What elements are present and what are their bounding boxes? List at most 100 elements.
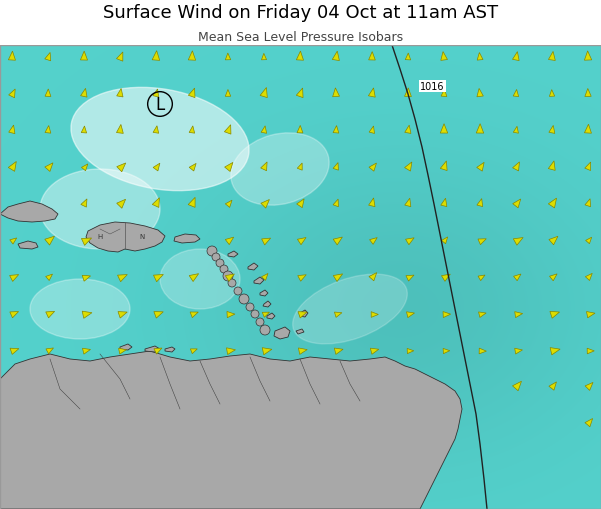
Polygon shape xyxy=(441,125,448,134)
Text: N: N xyxy=(139,234,145,240)
Polygon shape xyxy=(549,237,558,245)
Polygon shape xyxy=(297,164,302,171)
Polygon shape xyxy=(548,161,555,171)
Polygon shape xyxy=(153,90,159,98)
Ellipse shape xyxy=(160,249,240,309)
Polygon shape xyxy=(224,126,231,135)
Polygon shape xyxy=(478,313,486,318)
Polygon shape xyxy=(443,312,451,318)
Polygon shape xyxy=(549,126,555,134)
Polygon shape xyxy=(369,164,376,172)
Polygon shape xyxy=(368,199,375,207)
Polygon shape xyxy=(334,274,343,282)
Polygon shape xyxy=(153,275,163,282)
Polygon shape xyxy=(153,127,159,134)
Polygon shape xyxy=(267,314,275,319)
Polygon shape xyxy=(45,126,51,134)
Polygon shape xyxy=(369,127,374,134)
Polygon shape xyxy=(441,52,448,61)
Polygon shape xyxy=(297,275,307,281)
Polygon shape xyxy=(145,346,160,352)
Polygon shape xyxy=(45,163,53,172)
Polygon shape xyxy=(117,89,123,98)
Polygon shape xyxy=(406,275,414,281)
Polygon shape xyxy=(332,89,340,98)
Polygon shape xyxy=(82,239,91,246)
Circle shape xyxy=(223,271,233,281)
Polygon shape xyxy=(549,91,555,97)
Polygon shape xyxy=(370,238,377,245)
Polygon shape xyxy=(334,348,343,355)
Polygon shape xyxy=(585,383,593,390)
Polygon shape xyxy=(514,349,522,354)
Polygon shape xyxy=(227,348,236,355)
Circle shape xyxy=(256,318,264,326)
Polygon shape xyxy=(584,52,592,61)
Polygon shape xyxy=(82,312,92,319)
Polygon shape xyxy=(479,349,486,354)
Circle shape xyxy=(207,246,217,257)
Polygon shape xyxy=(333,200,338,207)
Polygon shape xyxy=(513,381,522,391)
Polygon shape xyxy=(82,276,91,281)
Polygon shape xyxy=(477,163,484,172)
Circle shape xyxy=(216,260,224,267)
Text: Mean Sea Level Pressure Isobars: Mean Sea Level Pressure Isobars xyxy=(198,31,403,44)
Polygon shape xyxy=(296,329,304,334)
Polygon shape xyxy=(118,275,127,282)
Ellipse shape xyxy=(71,88,249,191)
Polygon shape xyxy=(225,163,233,172)
Polygon shape xyxy=(514,274,521,281)
Polygon shape xyxy=(442,274,450,282)
Polygon shape xyxy=(46,348,53,354)
Polygon shape xyxy=(478,275,485,281)
Polygon shape xyxy=(254,277,264,285)
Polygon shape xyxy=(404,89,412,97)
Polygon shape xyxy=(333,126,339,134)
Polygon shape xyxy=(10,349,19,355)
Polygon shape xyxy=(296,52,304,61)
Polygon shape xyxy=(82,164,88,172)
Polygon shape xyxy=(476,125,484,134)
Polygon shape xyxy=(0,351,462,509)
Polygon shape xyxy=(225,201,232,208)
Polygon shape xyxy=(10,275,19,282)
Polygon shape xyxy=(513,200,520,209)
Polygon shape xyxy=(262,348,272,355)
Polygon shape xyxy=(261,162,267,172)
Polygon shape xyxy=(81,127,87,134)
Ellipse shape xyxy=(30,279,130,340)
Polygon shape xyxy=(550,312,560,319)
Circle shape xyxy=(234,288,242,295)
Polygon shape xyxy=(299,348,307,355)
Polygon shape xyxy=(549,274,557,281)
Circle shape xyxy=(220,266,228,273)
Polygon shape xyxy=(368,52,375,61)
Polygon shape xyxy=(513,238,523,246)
Polygon shape xyxy=(8,90,15,99)
Polygon shape xyxy=(548,199,557,209)
Polygon shape xyxy=(10,238,17,245)
Polygon shape xyxy=(404,163,412,172)
Polygon shape xyxy=(189,127,195,134)
Polygon shape xyxy=(8,52,16,61)
Polygon shape xyxy=(81,89,87,98)
Polygon shape xyxy=(300,310,308,318)
Polygon shape xyxy=(81,200,87,208)
Polygon shape xyxy=(262,313,269,318)
Polygon shape xyxy=(263,301,271,307)
Polygon shape xyxy=(369,273,377,281)
Text: 1016: 1016 xyxy=(420,82,445,92)
Polygon shape xyxy=(152,199,159,208)
Polygon shape xyxy=(189,274,199,282)
Polygon shape xyxy=(261,54,267,61)
Polygon shape xyxy=(45,237,55,246)
Polygon shape xyxy=(117,53,123,62)
Polygon shape xyxy=(406,238,414,245)
Polygon shape xyxy=(584,125,591,134)
Text: H: H xyxy=(97,234,103,240)
Polygon shape xyxy=(260,88,267,98)
Polygon shape xyxy=(478,239,486,245)
Polygon shape xyxy=(10,312,19,318)
Polygon shape xyxy=(585,163,591,171)
